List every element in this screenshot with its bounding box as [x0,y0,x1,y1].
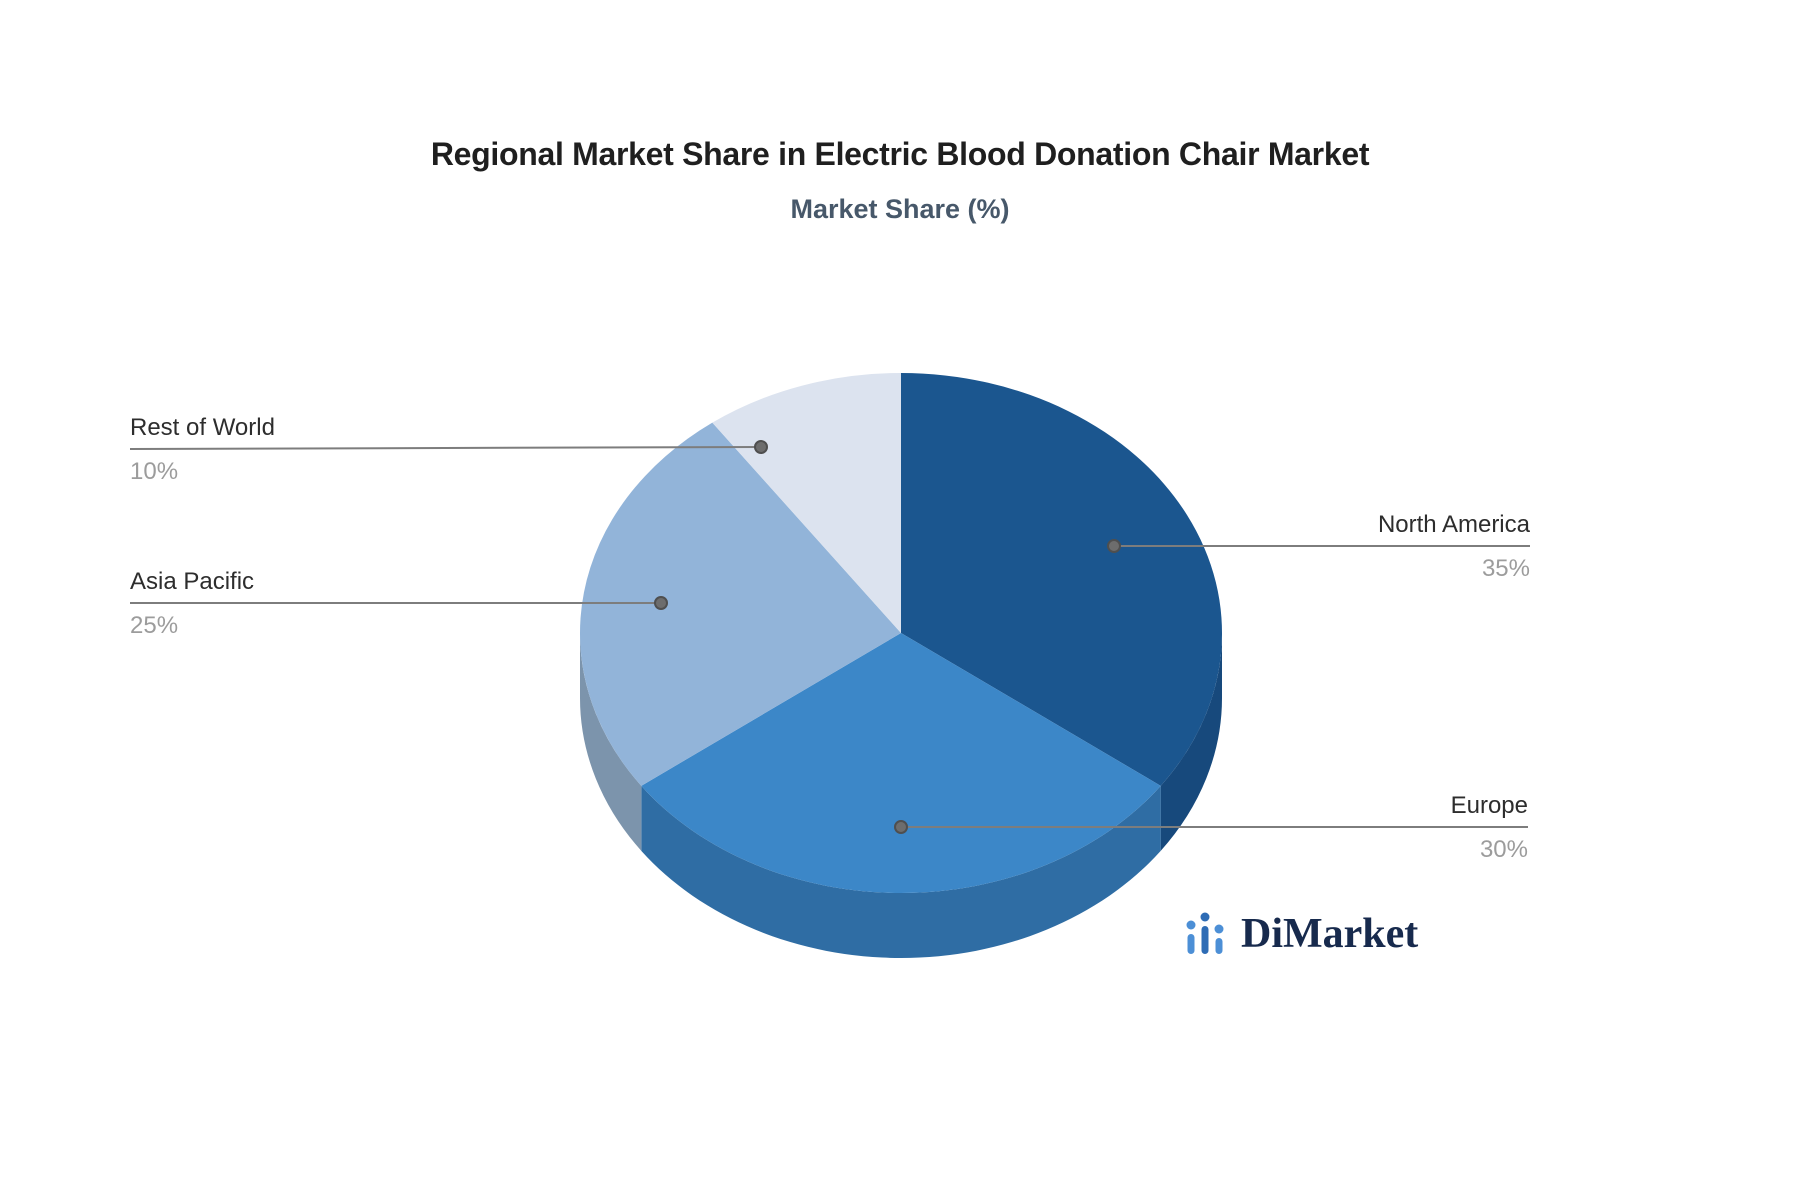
callout-north-america-label: North America [1377,511,1530,538]
pie-slice-asia-pacific[interactable] [580,422,901,786]
callout-asia-pacific-value: 25% [130,612,179,639]
callout-europe-value: 30% [1479,836,1528,863]
leader-dot-asia-pacific [654,596,668,610]
leader-dots [654,440,1121,834]
pie-slice-north-america[interactable] [901,373,1222,786]
callout-north-america-value: 35% [1481,555,1530,582]
pie-slice-europe[interactable] [641,633,1161,894]
chart-title: Regional Market Share in Electric Blood … [430,136,1370,172]
callout-rest-of-world-value: 10% [130,458,179,485]
callout-europe-label: Europe [1450,792,1528,819]
leader-lines [129,446,1530,828]
callout-rest-of-world-label: Rest of World [130,414,275,441]
leader-dot-rest-of-world [754,440,768,454]
logo-bars-icon [1186,912,1224,954]
leader-line-rest-of-world [129,446,762,450]
pie-slice-side-asia-pacific[interactable] [580,633,642,851]
pie-slice-side-north-america[interactable] [1160,633,1222,851]
logo: DiMarket [1185,910,1418,958]
pie-slice-side-europe[interactable] [641,785,1161,959]
pie-3d [580,373,1222,959]
leader-dot-europe [894,820,908,834]
callout-asia-pacific-label: Asia Pacific [130,568,255,595]
chart-subtitle: Market Share (%) [790,194,1010,224]
logo-text: DiMarket [1241,911,1419,957]
pie-slice-rest-of-world[interactable] [712,373,901,633]
leader-dot-north-america [1107,539,1121,553]
